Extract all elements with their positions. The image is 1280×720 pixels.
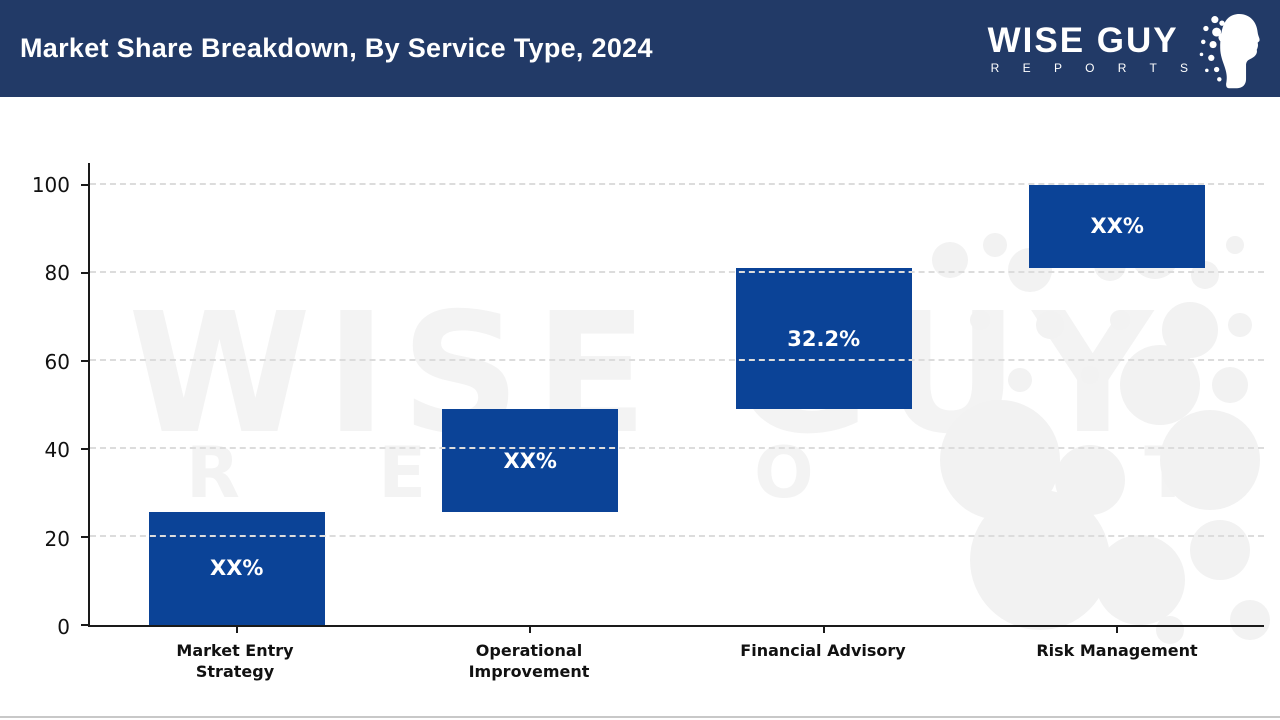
y-tick-40 [81,448,88,450]
gridline-80 [90,271,1264,273]
x-category-label-2: Operational Improvement [468,641,590,682]
y-tick-label-100: 100 [31,173,70,198]
bar-segment-3: 32.2% [735,267,912,410]
y-tick-label-60: 60 [44,349,70,374]
x-tick-1 [235,627,238,633]
bar-segment-2: XX% [442,409,619,512]
y-tick-0 [81,624,88,626]
logo-wordmark-block: WISE GUY R E P O R T S [987,21,1198,75]
page-title: Market Share Breakdown, By Service Type,… [20,33,653,63]
x-category-label-4: Risk Management [1036,641,1198,660]
wiseguy-head-icon [1199,14,1260,89]
gridline-100 [90,183,1264,185]
bar-segment-4: XX% [1029,185,1206,268]
bar-value-label-2: XX% [503,448,557,473]
y-tick-label-40: 40 [44,438,70,463]
bar-segment-1: XX% [148,511,325,625]
x-category-label-1: Market Entry Strategy [176,641,294,682]
y-axis-labels: 0 20 40 60 80 100 [0,163,78,637]
footer-divider [0,716,1280,718]
gridline-40 [90,447,1264,449]
logo-wordmark: WISE GUY [987,21,1179,61]
x-tick-2 [529,627,532,633]
gridline-60 [90,359,1264,361]
y-tick-60 [81,360,88,362]
x-tick-3 [822,627,825,633]
bar-value-label-3: 32.2% [787,326,861,351]
y-tick-label-20: 20 [44,526,70,551]
x-axis-labels: Market Entry Strategy Operational Improve… [88,640,1264,704]
gridline-20 [90,535,1264,537]
y-tick-20 [81,536,88,538]
bar-value-label-4: XX% [1090,214,1144,239]
y-tick-80 [81,272,88,274]
logo-subtitle: R E P O R T S [990,60,1198,75]
y-tick-label-0: 0 [57,615,70,639]
x-tick-4 [1116,627,1119,633]
y-tick-label-80: 80 [44,261,70,286]
y-tick-100 [81,184,88,186]
plot-area: XX% XX% 32.2% XX% [81,163,1264,633]
x-category-label-3: Financial Advisory [740,641,906,660]
bar-value-label-1: XX% [210,556,264,581]
report-header: Market Share Breakdown, By Service Type,… [0,0,1280,97]
wiseguy-logo: WISE GUY R E P O R T S [988,8,1266,90]
